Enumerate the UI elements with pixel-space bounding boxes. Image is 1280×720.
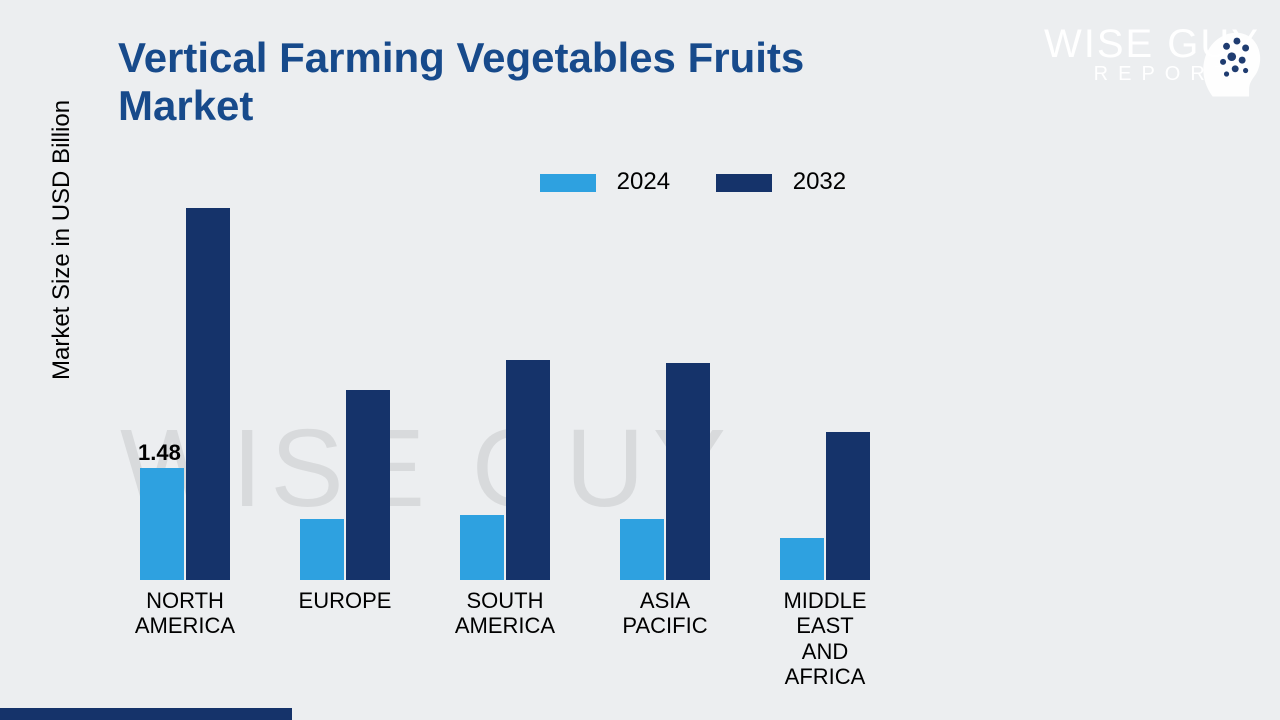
bar-2024-0 bbox=[140, 468, 184, 580]
category-label-0: NORTHAMERICA bbox=[100, 588, 270, 639]
category-label-1: EUROPE bbox=[260, 588, 430, 613]
bar-2032-3 bbox=[666, 363, 710, 580]
legend: 2024 2032 bbox=[540, 168, 846, 196]
legend-swatch-2032 bbox=[716, 174, 772, 192]
legend-swatch-2024 bbox=[540, 174, 596, 192]
legend-label-2024: 2024 bbox=[617, 168, 670, 195]
value-label: 1.48 bbox=[138, 440, 181, 466]
category-label-3: ASIAPACIFIC bbox=[580, 588, 750, 639]
plot-area bbox=[120, 200, 940, 580]
footer-bar bbox=[0, 708, 292, 720]
bar-2024-3 bbox=[620, 519, 664, 580]
brand-logo: WISE GUY REPORTS bbox=[980, 22, 1260, 86]
legend-label-2032: 2032 bbox=[793, 168, 846, 195]
bar-2024-1 bbox=[300, 519, 344, 580]
bar-2032-0 bbox=[186, 208, 230, 580]
bar-2032-4 bbox=[826, 432, 870, 580]
legend-item-2032: 2032 bbox=[716, 168, 846, 196]
stage: WISE GUY REPORTS Vertical Farming Vegeta… bbox=[0, 0, 1280, 720]
category-label-4: MIDDLEEASTANDAFRICA bbox=[740, 588, 910, 689]
brand-head-icon bbox=[1194, 22, 1266, 100]
bar-2024-4 bbox=[780, 538, 824, 580]
bar-2032-2 bbox=[506, 360, 550, 580]
bar-2024-2 bbox=[460, 515, 504, 580]
chart-title: Vertical Farming Vegetables Fruits Marke… bbox=[118, 34, 838, 131]
category-label-2: SOUTHAMERICA bbox=[420, 588, 590, 639]
y-axis-label: Market Size in USD Billion bbox=[48, 100, 76, 380]
bar-2032-1 bbox=[346, 390, 390, 580]
legend-item-2024: 2024 bbox=[540, 168, 670, 196]
